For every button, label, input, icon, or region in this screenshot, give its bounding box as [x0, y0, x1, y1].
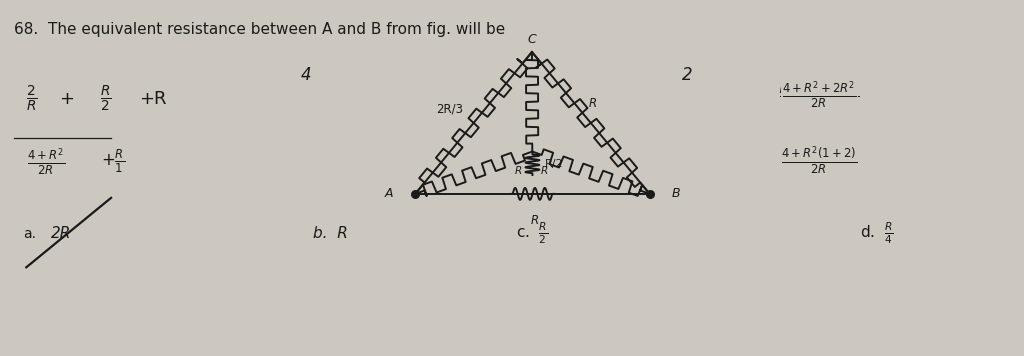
- Text: $\frac{4+R^2}{2R}$: $\frac{4+R^2}{2R}$: [28, 146, 66, 177]
- Text: c.  $\frac{R}{2}$: c. $\frac{R}{2}$: [516, 221, 548, 246]
- Text: R/2: R/2: [545, 159, 563, 169]
- Text: a.: a.: [23, 226, 36, 241]
- Text: 68.  The equivalent resistance between A and B from fig. will be: 68. The equivalent resistance between A …: [14, 22, 506, 37]
- Text: $\frac{4+R^2(1+2)}{2R}$: $\frac{4+R^2(1+2)}{2R}$: [781, 145, 857, 177]
- Text: +: +: [58, 90, 74, 108]
- Text: $\frac{R}{2}$: $\frac{R}{2}$: [100, 84, 112, 114]
- Text: $\frac{4+R^2+2R^2}{2R}$: $\frac{4+R^2+2R^2}{2R}$: [782, 79, 856, 110]
- Text: R: R: [530, 214, 539, 227]
- Text: R: R: [541, 166, 548, 176]
- Text: B: B: [672, 187, 680, 200]
- Text: R: R: [515, 166, 522, 176]
- Text: $\frac{2}{R}$: $\frac{2}{R}$: [26, 84, 37, 114]
- Text: 2: 2: [682, 66, 693, 84]
- Text: b.  R: b. R: [313, 226, 348, 241]
- Text: 4: 4: [300, 66, 311, 84]
- Text: +R: +R: [139, 90, 167, 108]
- Text: $\frac{\mu_4 + R^2 + 2R^2}{2R}$: $\frac{\mu_4 + R^2 + 2R^2}{2R}$: [779, 78, 859, 111]
- Text: A: A: [385, 187, 393, 200]
- Text: $+\frac{R}{1}$: $+\frac{R}{1}$: [101, 147, 125, 175]
- Text: 2R/3: 2R/3: [436, 102, 463, 115]
- Text: R: R: [589, 97, 597, 110]
- Text: 2R: 2R: [51, 226, 72, 241]
- Text: d.  $\frac{R}{4}$: d. $\frac{R}{4}$: [860, 221, 894, 246]
- Text: C: C: [527, 33, 537, 46]
